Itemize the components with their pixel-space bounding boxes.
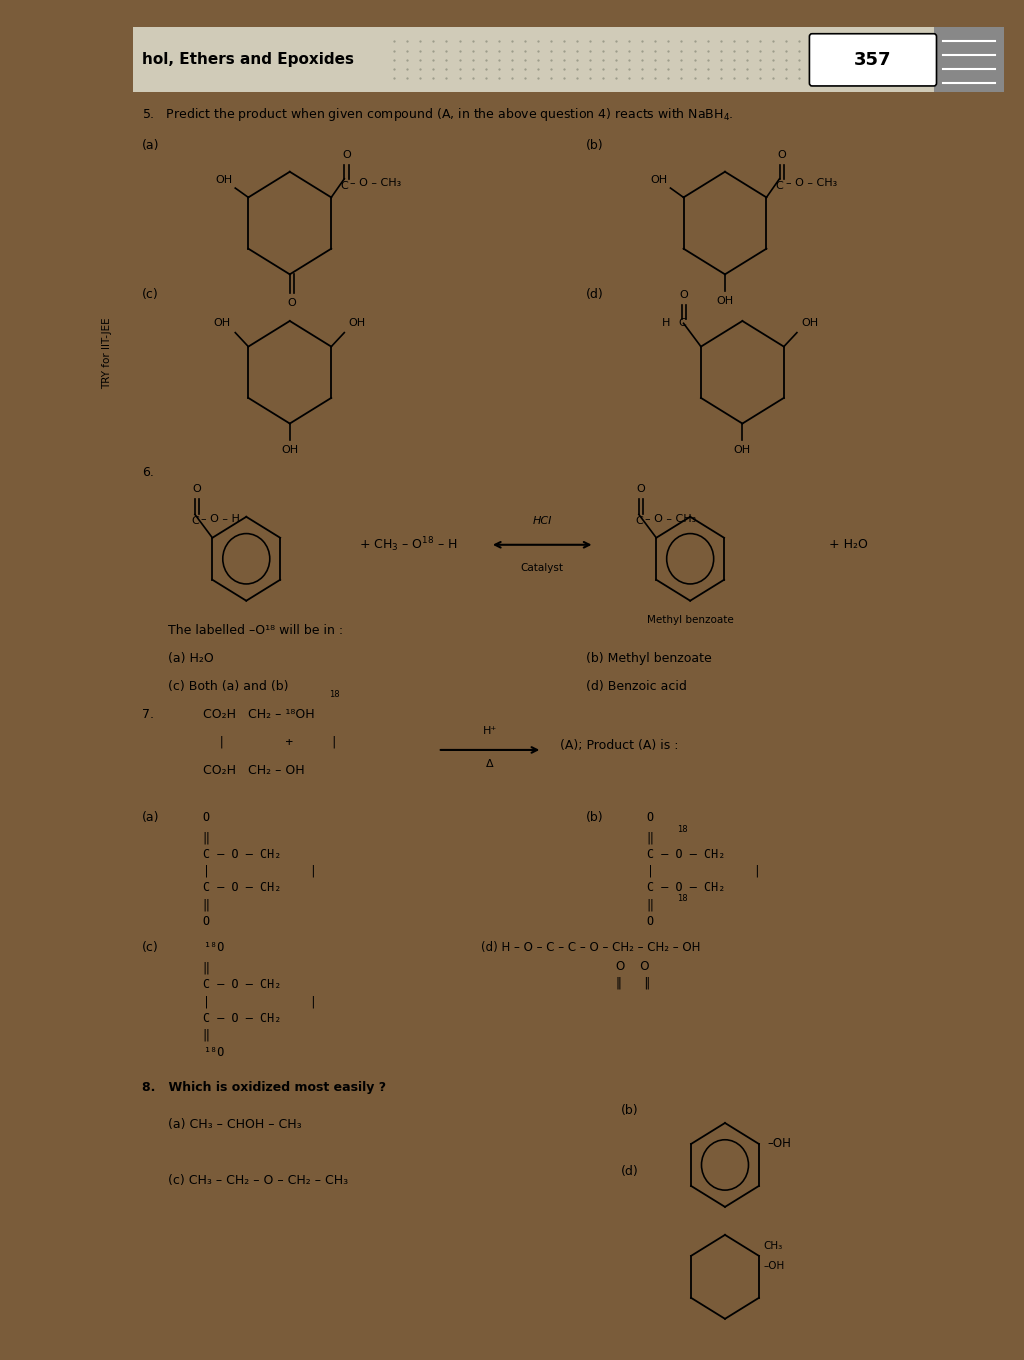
Text: Catalyst: Catalyst — [521, 563, 563, 574]
Text: C: C — [191, 517, 199, 526]
Text: + H₂O: + H₂O — [829, 539, 868, 551]
Text: – O – H: – O – H — [201, 514, 240, 524]
Text: (a): (a) — [141, 139, 160, 152]
Text: (b) Methyl benzoate: (b) Methyl benzoate — [586, 651, 712, 665]
Text: (a): (a) — [141, 811, 160, 824]
Text: |              |: | | — [203, 865, 316, 877]
Text: O: O — [193, 484, 202, 494]
Text: OH: OH — [734, 445, 751, 456]
Text: HCI: HCI — [532, 517, 552, 526]
Text: CO₂H   CH₂ – OH: CO₂H CH₂ – OH — [203, 764, 304, 777]
Text: (d) H – O – C – C – O – CH₂ – CH₂ – OH: (d) H – O – C – C – O – CH₂ – CH₂ – OH — [481, 941, 700, 955]
Text: |              |: | | — [647, 865, 761, 877]
Text: 18: 18 — [329, 690, 340, 699]
Text: ¹⁸O: ¹⁸O — [203, 1046, 224, 1058]
Text: O    O: O O — [616, 960, 649, 972]
Text: (A); Product (A) is :: (A); Product (A) is : — [559, 738, 678, 752]
Text: C: C — [678, 318, 686, 328]
Text: (b): (b) — [621, 1104, 638, 1118]
Text: –OH: –OH — [763, 1261, 784, 1270]
Text: ¹⁸O: ¹⁸O — [203, 941, 224, 955]
Text: OH: OH — [650, 175, 668, 185]
Text: C – O – CH₂: C – O – CH₂ — [203, 1012, 282, 1025]
Text: 5.   Predict the product when given compound (A, in the above question 4) reacts: 5. Predict the product when given compou… — [141, 106, 733, 124]
Text: C – O – CH₂: C – O – CH₂ — [203, 847, 282, 861]
Bar — [133, 27, 1004, 92]
Text: + CH$_3$ – O$^{18}$ – H: + CH$_3$ – O$^{18}$ – H — [359, 536, 458, 554]
Text: O: O — [203, 811, 210, 824]
Text: (b): (b) — [586, 811, 603, 824]
Text: |              |: | | — [203, 996, 316, 1008]
Text: 8.   Which is oxidized most easily ?: 8. Which is oxidized most easily ? — [141, 1081, 386, 1093]
Text: ‖: ‖ — [647, 831, 653, 845]
Text: hol, Ethers and Epoxides: hol, Ethers and Epoxides — [141, 52, 354, 68]
Text: – O – CH₃: – O – CH₃ — [785, 178, 837, 189]
FancyBboxPatch shape — [809, 34, 937, 86]
Text: CO₂H   CH₂ – ¹⁸OH: CO₂H CH₂ – ¹⁸OH — [203, 709, 314, 721]
Text: 7.: 7. — [141, 709, 154, 721]
Text: ‖: ‖ — [203, 962, 210, 975]
Text: CH₃: CH₃ — [763, 1242, 782, 1251]
Text: O: O — [680, 290, 688, 301]
Text: ‖: ‖ — [203, 1028, 210, 1042]
Text: ‖: ‖ — [203, 898, 210, 911]
Text: The labelled –O¹⁸ will be in :: The labelled –O¹⁸ will be in : — [168, 624, 343, 636]
Text: H: H — [663, 318, 671, 328]
Text: –OH: –OH — [768, 1137, 792, 1151]
Text: Δ: Δ — [486, 759, 494, 770]
Text: (d) Benzoic acid: (d) Benzoic acid — [586, 680, 687, 694]
Text: OH: OH — [215, 175, 232, 185]
Text: (d): (d) — [621, 1166, 638, 1178]
Text: C – O – CH₂: C – O – CH₂ — [203, 978, 282, 991]
Text: ‖: ‖ — [647, 898, 653, 911]
Text: OH: OH — [282, 445, 298, 456]
Polygon shape — [934, 27, 1004, 92]
Text: – O – CH₃: – O – CH₃ — [645, 514, 696, 524]
Text: ‖: ‖ — [203, 831, 210, 845]
Text: C: C — [340, 181, 348, 190]
Text: OH: OH — [801, 318, 818, 328]
Text: 6.: 6. — [141, 465, 154, 479]
Text: ‖      ‖: ‖ ‖ — [616, 976, 650, 990]
Text: Methyl benzoate: Methyl benzoate — [647, 615, 733, 624]
Text: – O – CH₃: – O – CH₃ — [350, 178, 401, 189]
Text: C: C — [635, 517, 643, 526]
Text: |        +     |: | + | — [203, 736, 338, 749]
Text: 357: 357 — [854, 50, 892, 69]
Text: (c) CH₃ – CH₂ – O – CH₂ – CH₃: (c) CH₃ – CH₂ – O – CH₂ – CH₃ — [168, 1174, 348, 1187]
Text: TRY for IIT-JEE: TRY for IIT-JEE — [102, 318, 113, 389]
Text: (c): (c) — [141, 941, 159, 955]
Text: O: O — [342, 150, 351, 160]
Text: O: O — [203, 915, 210, 928]
Text: C – O – CH₂: C – O – CH₂ — [647, 881, 725, 895]
Text: (d): (d) — [586, 288, 603, 302]
Text: (c) Both (a) and (b): (c) Both (a) and (b) — [168, 680, 289, 694]
Text: (a) H₂O: (a) H₂O — [168, 651, 214, 665]
Text: C – O – CH₂: C – O – CH₂ — [647, 847, 725, 861]
Text: O: O — [777, 150, 786, 160]
Text: O: O — [647, 915, 653, 928]
Text: O: O — [647, 811, 653, 824]
Text: C: C — [775, 181, 783, 190]
Text: OH: OH — [717, 295, 733, 306]
Text: OH: OH — [214, 318, 231, 328]
Text: C – O – CH₂: C – O – CH₂ — [203, 881, 282, 895]
Text: 18: 18 — [677, 895, 688, 903]
Text: (a) CH₃ – CHOH – CH₃: (a) CH₃ – CHOH – CH₃ — [168, 1118, 301, 1132]
Text: H⁺: H⁺ — [483, 726, 497, 736]
Text: O: O — [288, 298, 296, 307]
Text: (b): (b) — [586, 139, 603, 152]
Text: OH: OH — [348, 318, 366, 328]
Text: O: O — [637, 484, 645, 494]
Text: (c): (c) — [141, 288, 159, 302]
Text: 18: 18 — [677, 824, 688, 834]
